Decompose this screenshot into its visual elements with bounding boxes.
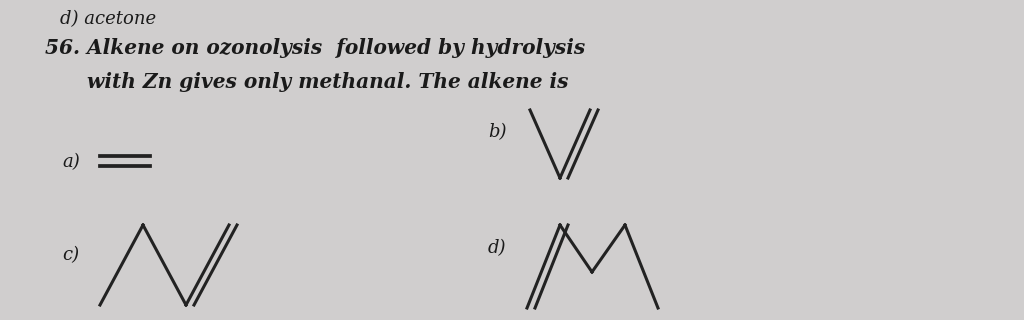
- Text: with Zn gives only methanal. The alkene is: with Zn gives only methanal. The alkene …: [45, 72, 568, 92]
- Text: c): c): [62, 246, 79, 264]
- Text: d): d): [488, 239, 507, 257]
- Text: b): b): [488, 123, 507, 141]
- Text: a): a): [62, 153, 80, 171]
- Text: 56. Alkene on ozonolysis  followed by hydrolysis: 56. Alkene on ozonolysis followed by hyd…: [45, 38, 586, 58]
- Text: d) acetone: d) acetone: [60, 10, 156, 28]
